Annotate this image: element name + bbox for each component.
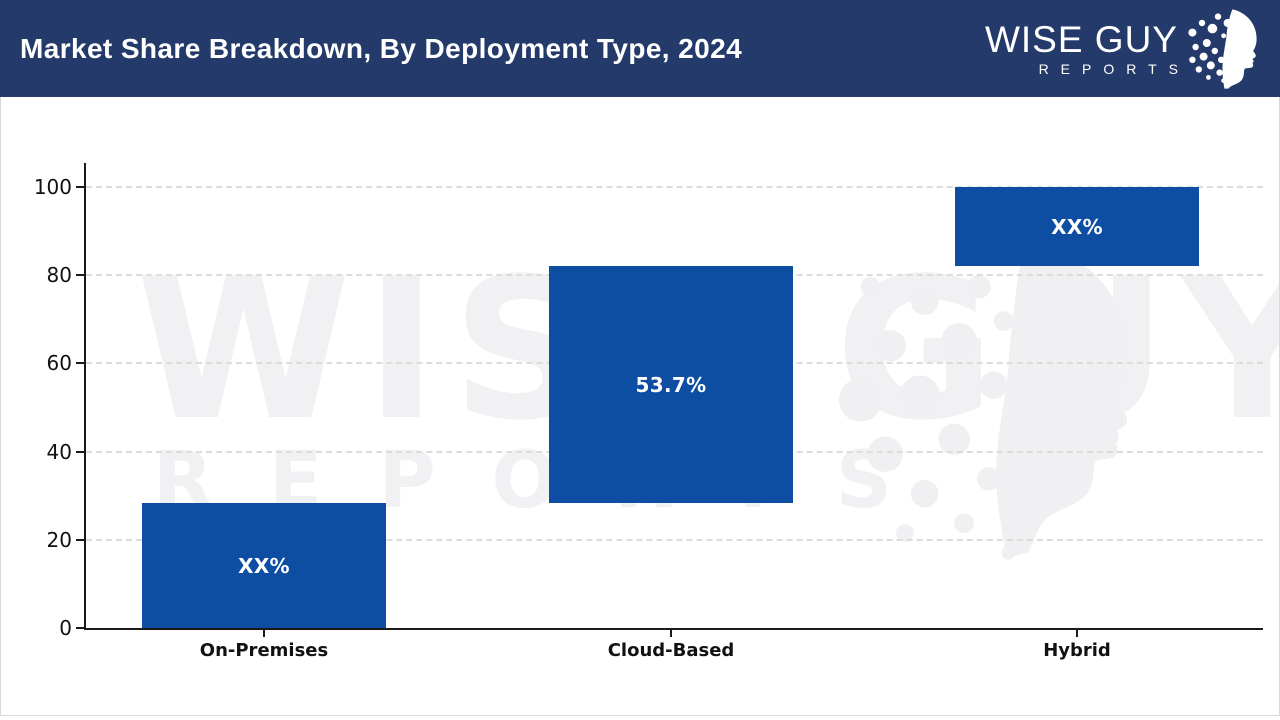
header: Market Share Breakdown, By Deployment Ty… [0,0,1280,97]
logo-head-icon [1188,8,1257,89]
logo-text: WISE GUY REPORTS [985,21,1178,76]
logo-subtext: REPORTS [1038,61,1190,77]
wise-guy-logo: WISE GUY REPORTS [985,7,1266,91]
watermark-subtext: REPORTS [153,436,948,526]
chart-card: WISE GUY REPORTS [0,97,1280,716]
logo-wordmark: WISE GUY [984,19,1178,60]
page-title: Market Share Breakdown, By Deployment Ty… [20,32,743,64]
watermark-head-icon [838,242,1128,560]
